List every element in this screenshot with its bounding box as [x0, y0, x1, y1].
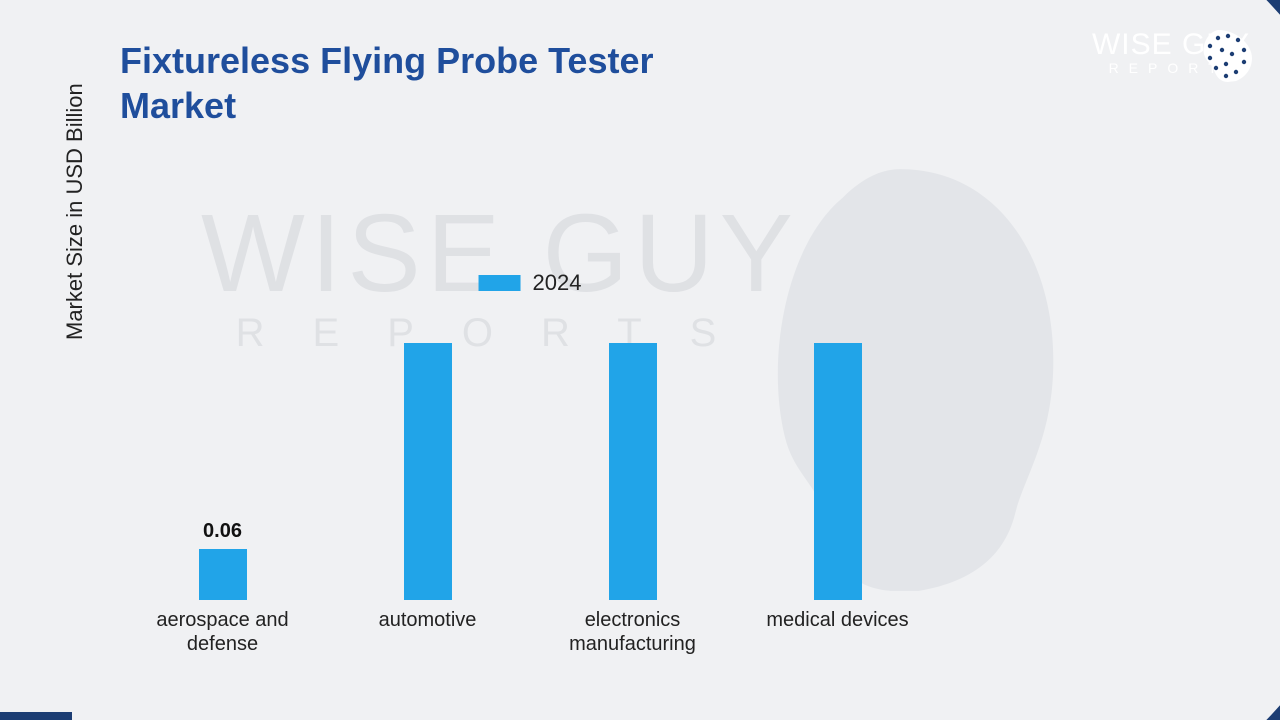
bar [609, 343, 657, 600]
bar-category-label: aerospace and defense [128, 608, 318, 656]
bar-slot: electronics manufacturing [553, 343, 713, 600]
bar [199, 549, 247, 600]
bar-category-label: automotive [333, 608, 523, 632]
y-axis-label: Market Size in USD Billion [62, 83, 88, 340]
bar [814, 343, 862, 600]
bar [404, 343, 452, 600]
chart-card: WISE GUY REPORTS WISE GUY REPORTS Fixtur… [0, 0, 1280, 720]
bar-slot: 0.06aerospace and defense [143, 549, 303, 600]
chart-title: Fixtureless Flying Probe Tester Market [120, 38, 740, 128]
logo-line1: WISE GUY [1092, 28, 1250, 62]
bar-slot: automotive [348, 343, 508, 600]
legend-label: 2024 [533, 270, 582, 296]
bar-value-label: 0.06 [203, 520, 242, 543]
bar-category-label: electronics manufacturing [538, 608, 728, 656]
legend-swatch [479, 275, 521, 291]
bars-container: 0.06aerospace and defense automotive elect… [120, 300, 940, 600]
bar-slot: medical devices [758, 343, 918, 600]
brand-logo: WISE GUY REPORTS [1092, 28, 1250, 76]
bar-category-label: medical devices [743, 608, 933, 632]
bottom-accent-bar [0, 712, 72, 720]
logo-line2: REPORTS [1092, 60, 1246, 76]
bar-chart: 2024 0.06aerospace and defenseautomotive… [120, 300, 940, 600]
legend: 2024 [479, 270, 582, 296]
